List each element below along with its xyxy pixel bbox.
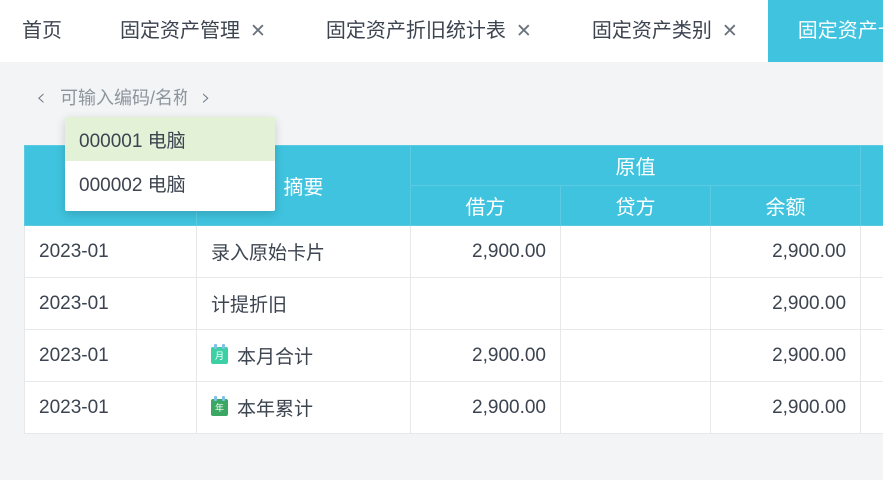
cell-debit: 2,900.00 (410, 381, 561, 434)
table-body: 2023-01 录入原始卡片 2,900.00 2,900.00 2023-01 (24, 225, 883, 434)
col-header-original-value: 原值 (409, 145, 862, 186)
tab-label: 固定资产类别 (591, 20, 712, 42)
cell-period: 2023-01 (24, 381, 197, 434)
tab-label: 固定资产管理 (120, 20, 240, 42)
close-icon[interactable]: ✕ (250, 20, 266, 42)
cell-balance: 2,900.00 (709, 225, 862, 278)
asset-picker-bar: ‹ › (24, 80, 223, 116)
col-header-debit: 借方 (410, 185, 561, 226)
chevron-left-icon[interactable]: ‹ (36, 85, 46, 111)
table-row[interactable]: 2023-01 年 本年累计 2,900.00 2,900.00 (24, 381, 883, 434)
cell-credit (560, 329, 711, 382)
tab-fixed-asset-card[interactable]: 固定资产卡片 ✕ (767, 0, 883, 62)
cell-extra (860, 329, 883, 382)
cell-extra (860, 381, 883, 434)
cell-debit: 2,900.00 (410, 329, 561, 382)
cell-balance: 2,900.00 (709, 381, 862, 434)
content-area: ‹ › 000001 电脑 000002 电脑 (0, 62, 883, 480)
dropdown-item-000002[interactable]: 000002 电脑 (79, 174, 186, 196)
tab-label: 首页 (22, 20, 62, 42)
table-row[interactable]: 2023-01 计提折旧 2,900.00 (24, 277, 883, 330)
tab-fixed-asset-category[interactable]: 固定资产类别 ✕ (562, 0, 768, 62)
cell-memo: 录入原始卡片 (196, 225, 411, 278)
table-header-sub-row: 借方 贷方 余额 (25, 185, 883, 226)
cell-memo: 年 本年累计 (196, 381, 411, 434)
table-row[interactable]: 2023-01 月 本月合计 2,900.00 2,900.00 (24, 329, 883, 382)
cell-memo: 月 本月合计 (196, 329, 411, 382)
cell-credit (560, 277, 711, 330)
memo-text: 计提折旧 (211, 295, 288, 316)
tab-fixed-asset-management[interactable]: 固定资产管理 ✕ (90, 0, 296, 62)
tab-home[interactable]: 首页 (0, 0, 90, 62)
cell-credit (560, 381, 711, 434)
close-icon[interactable]: ✕ (515, 20, 532, 42)
tab-bar: 首页 固定资产管理 ✕ 固定资产折旧统计表 ✕ 固定资产类别 ✕ 固定资产卡片 … (0, 0, 883, 62)
col-header-extra (860, 145, 883, 226)
cell-debit (410, 277, 561, 330)
table-row[interactable]: 2023-01 录入原始卡片 2,900.00 2,900.00 (24, 225, 883, 278)
cell-credit (560, 225, 711, 278)
asset-ledger-table: 摘要 原值 借方 贷方 余额 2023-01 (24, 145, 883, 434)
cell-extra (860, 225, 883, 278)
asset-search-input[interactable] (58, 81, 189, 115)
cell-memo: 计提折旧 (196, 277, 411, 330)
tab-depreciation-statistics[interactable]: 固定资产折旧统计表 ✕ (296, 0, 562, 62)
col-header-credit: 贷方 (560, 185, 711, 226)
dropdown-item-000001[interactable]: 000001 电脑 (65, 117, 275, 161)
calendar-month-glyph: 月 (214, 351, 224, 361)
cell-debit: 2,900.00 (410, 225, 561, 278)
col-header-balance: 余额 (709, 185, 862, 226)
asset-suggestion-dropdown: 000001 电脑 000002 电脑 (65, 117, 275, 211)
cell-period: 2023-01 (24, 329, 197, 382)
memo-text: 本月合计 (237, 347, 314, 368)
memo-text: 本年累计 (237, 399, 314, 420)
memo-text: 录入原始卡片 (211, 243, 326, 264)
calendar-year-icon: 年 (211, 396, 228, 416)
calendar-month-icon: 月 (211, 344, 228, 364)
asset-ledger-table-wrapper: 摘要 原值 借方 贷方 余额 2023-01 (24, 145, 883, 434)
cell-extra (860, 277, 883, 330)
chevron-right-icon[interactable]: › (201, 85, 211, 111)
tab-label: 固定资产折旧统计表 (325, 20, 506, 42)
close-icon[interactable]: ✕ (721, 20, 738, 42)
tab-label: 固定资产卡片 (797, 20, 883, 42)
cell-period: 2023-01 (24, 225, 197, 278)
calendar-year-glyph: 年 (214, 403, 224, 413)
cell-balance: 2,900.00 (709, 277, 862, 330)
cell-balance: 2,900.00 (709, 329, 862, 382)
cell-period: 2023-01 (24, 277, 197, 330)
